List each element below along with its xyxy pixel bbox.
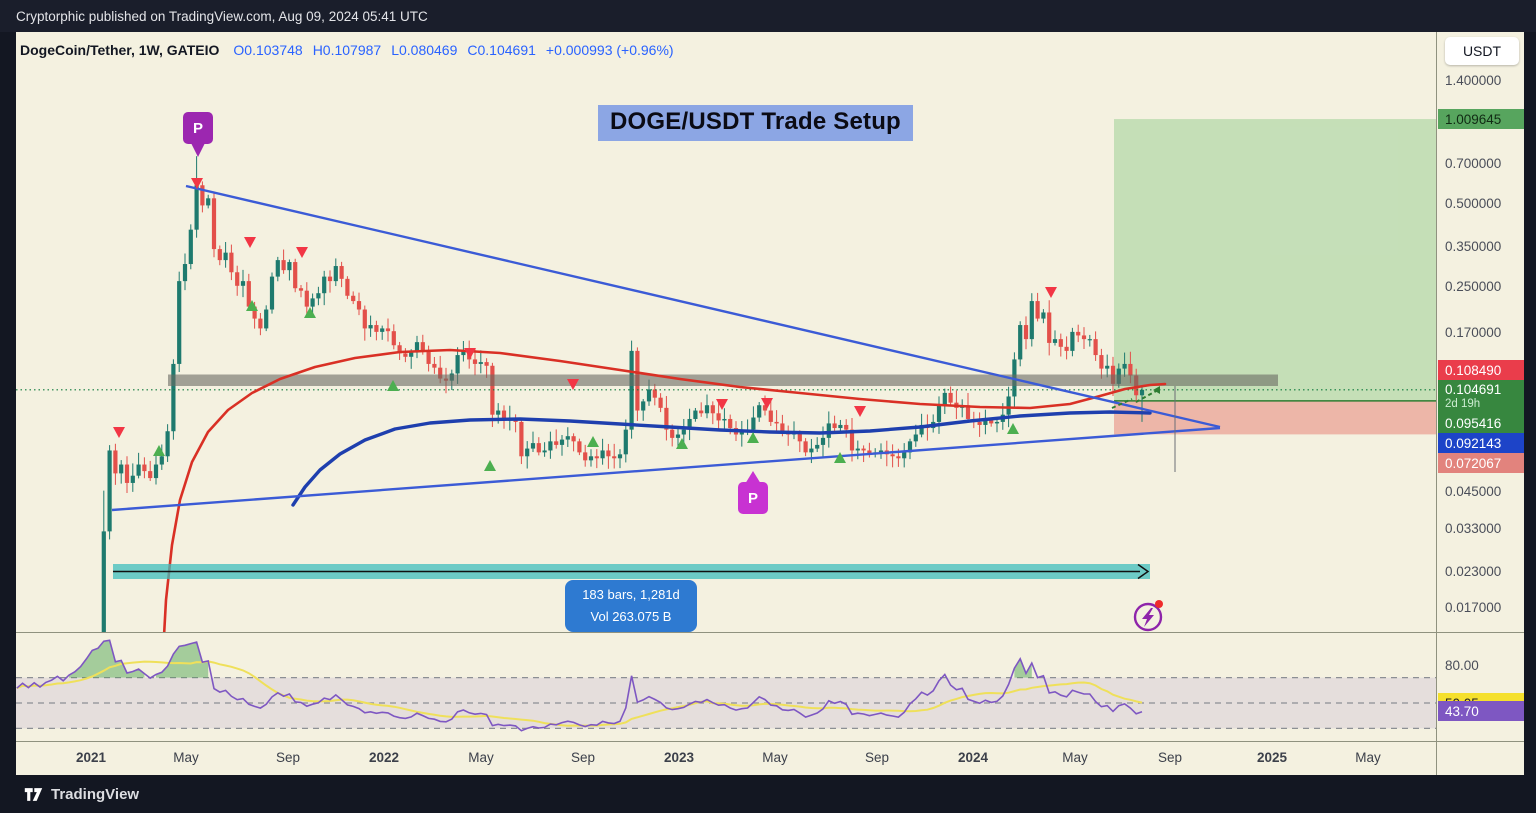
time-axis-label: May <box>762 750 788 765</box>
stop-price-label: 0.072067 <box>1438 453 1524 473</box>
symbol-name[interactable]: DogeCoin/Tether, 1W, GATEIO <box>20 42 220 58</box>
time-axis-label: May <box>468 750 494 765</box>
tradingview-brand-text: TradingView <box>51 785 140 803</box>
price-tick-label: 0.033000 <box>1445 520 1502 536</box>
ohlc-change: +0.000993 (+0.96%) <box>545 42 674 58</box>
ohlc-low: L0.080469 <box>391 42 458 58</box>
time-axis-label: Sep <box>570 750 596 765</box>
ohlc-close: C0.104691 <box>467 42 536 58</box>
ohlc-high: H0.107987 <box>312 42 382 58</box>
time-axis-label: 2024 <box>957 750 989 765</box>
currency-toggle-button[interactable]: USDT <box>1445 37 1519 65</box>
time-axis-label: Sep <box>1157 750 1183 765</box>
measure-volume-text: Vol 263.075 B <box>590 609 672 624</box>
publish-info-text: Cryptorphic published on TradingView.com… <box>16 8 428 24</box>
price-tick-label: 0.500000 <box>1445 195 1502 211</box>
time-axis-label: May <box>173 750 199 765</box>
price-scale[interactable]: USDT 1.400000 0.700000 0.500000 0.350000 0.2… <box>1436 32 1524 775</box>
time-axis-label: May <box>1355 750 1381 765</box>
rsi-value-label: 43.70 <box>1438 701 1524 721</box>
chart-panel <box>16 32 1524 775</box>
price-tick-label: 0.170000 <box>1445 324 1502 340</box>
price-tick-label: 0.017000 <box>1445 599 1502 615</box>
time-axis-label: May <box>1062 750 1088 765</box>
rsi-tick-label: 80.00 <box>1445 657 1479 673</box>
resistance-price-label: 0.108490 <box>1438 360 1524 380</box>
ohlc-open: O0.103748 <box>233 42 303 58</box>
price-tick-label: 1.400000 <box>1445 72 1502 88</box>
price-tick-label: 0.700000 <box>1445 155 1502 171</box>
publish-info-bar: Cryptorphic published on TradingView.com… <box>0 0 1536 32</box>
time-axis-label: 2022 <box>368 750 400 765</box>
price-tick-label: 0.023000 <box>1445 563 1502 579</box>
price-tick-label: 0.045000 <box>1445 483 1502 499</box>
tradingview-logo-icon <box>24 787 43 801</box>
measure-bars-text: 183 bars, 1,281d <box>582 587 680 602</box>
target-price-label: 1.009645 <box>1438 109 1524 129</box>
symbol-header[interactable]: DogeCoin/Tether, 1W, GATEIO O0.103748 H0… <box>20 40 684 60</box>
pane-separator[interactable] <box>16 632 1524 633</box>
footer-bar: TradingView <box>0 775 1536 813</box>
time-axis-label: Sep <box>864 750 890 765</box>
time-axis-label: Sep <box>275 750 301 765</box>
time-axis-label: 2025 <box>1256 750 1288 765</box>
current-price-label: 0.104691 2d 19h <box>1438 380 1524 413</box>
time-axis[interactable]: 2021 May Sep 2022 May Sep 2023 May Sep 2024 May Sep… <box>16 741 1436 775</box>
chart-title-annotation[interactable]: DOGE/USDT Trade Setup <box>598 105 913 141</box>
price-tick-label: 0.350000 <box>1445 238 1502 254</box>
entry-price-label: 0.095416 <box>1438 413 1524 433</box>
measure-tooltip: 183 bars, 1,281d Vol 263.075 B <box>565 580 697 632</box>
price-tick-label: 0.250000 <box>1445 278 1502 294</box>
time-axis-label: 2023 <box>663 750 695 765</box>
axis-corner <box>1436 741 1524 775</box>
time-axis-label: 2021 <box>75 750 107 765</box>
alert-price-label: 0.092143 <box>1438 433 1524 453</box>
